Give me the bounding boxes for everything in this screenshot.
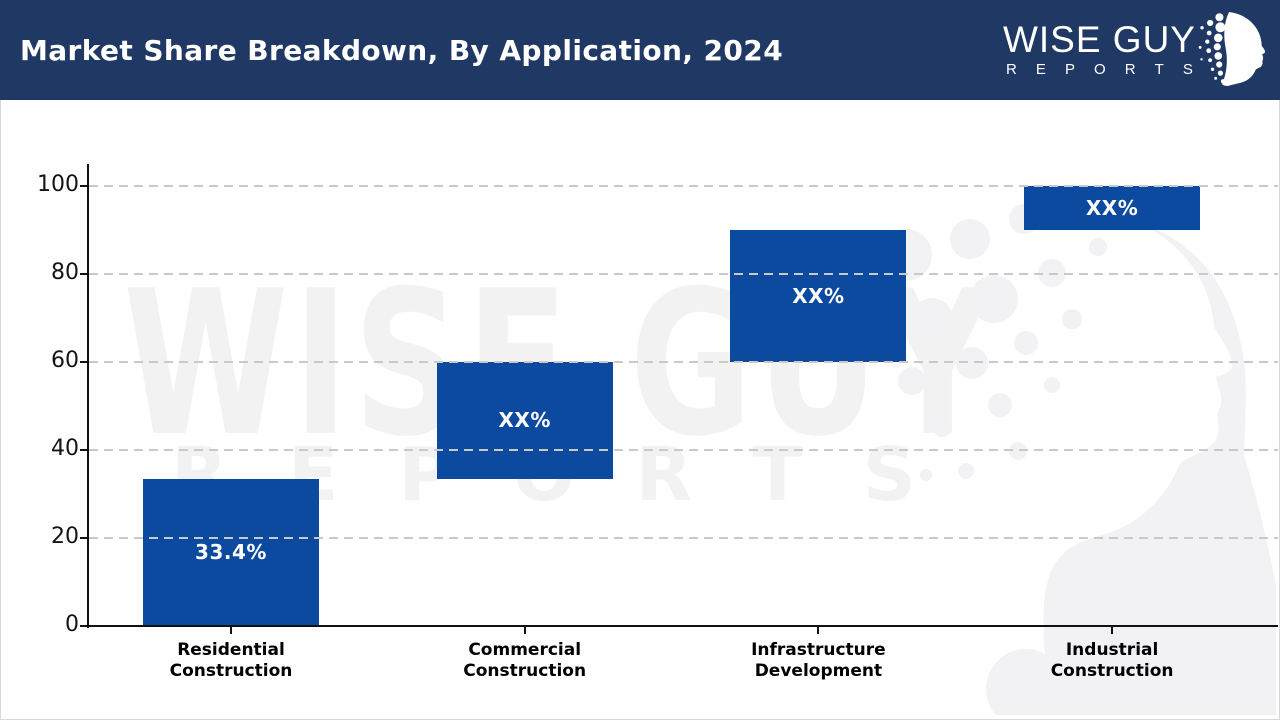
watermark-dotted-head [880,184,1276,715]
y-tick-mark [80,360,89,363]
x-tick-mark [230,627,232,634]
y-tick-label: 60 [51,347,79,373]
letter: E [1035,60,1046,78]
y-tick-mark [80,536,89,539]
category-label: Industrial Construction [992,640,1232,682]
y-tick-mark [80,272,89,275]
bar-value-label: 33.4% [195,540,267,565]
category-label-line: Commercial [468,640,582,660]
gridline-80 [89,272,1278,275]
dotted-head-icon [1198,12,1266,86]
x-tick-mark [1111,627,1114,634]
category-label-line: Development [754,661,883,681]
bar-segment: XX% [436,361,613,479]
category-label-line: Infrastructure [751,640,886,660]
letter: R [1124,60,1136,78]
letter: O [1094,60,1106,78]
y-tick-mark [80,185,89,187]
y-tick-label: 100 [37,172,79,197]
chart-title: Market Share Breakdown, By Application, … [20,33,784,67]
bar-value-label: XX% [1085,195,1139,220]
y-tick-mark [80,624,89,627]
y-tick-label: 20 [51,523,79,549]
plot-canvas: 0 20 40 60 80 100 33.4% Residential Construction… [1,100,1279,719]
category-label-line: Residential [177,640,285,660]
logo-wordmark: WISE GUY [1002,18,1196,60]
gridline-60 [89,360,1278,363]
category-label-line: Industrial [1065,640,1159,660]
category-label-line: Construction [1050,661,1174,681]
bar-segment: XX% [1024,186,1201,230]
y-tick-label: 40 [51,435,79,461]
x-tick-mark [817,627,820,634]
category-label: Residential Construction [111,640,351,682]
y-tick-label: 0 [65,611,79,637]
bar-value-label: XX% [498,408,551,433]
letter: R [1005,60,1017,78]
category-label-line: Construction [463,661,587,681]
letter: P [1064,60,1075,78]
x-axis-line [87,625,1278,627]
letter: T [1154,60,1164,78]
y-axis-line [87,164,89,628]
category-label: Infrastructure Development [698,640,938,682]
bar-segment: 33.4% [143,478,319,626]
bar-value-label: XX% [792,283,845,308]
bar-segment: XX% [730,229,907,362]
category-label-line: Construction [169,661,293,681]
x-tick-mark [523,627,526,634]
category-label: Commercial Construction [405,640,645,682]
y-tick-label: 80 [51,259,79,285]
gridline-40 [89,448,1278,451]
header-band: Market Share Breakdown, By Application, … [0,0,1280,100]
letter: S [1182,60,1193,78]
gridline-100 [89,185,1278,187]
gridline-20 [89,536,1278,539]
y-tick-mark [80,448,89,451]
